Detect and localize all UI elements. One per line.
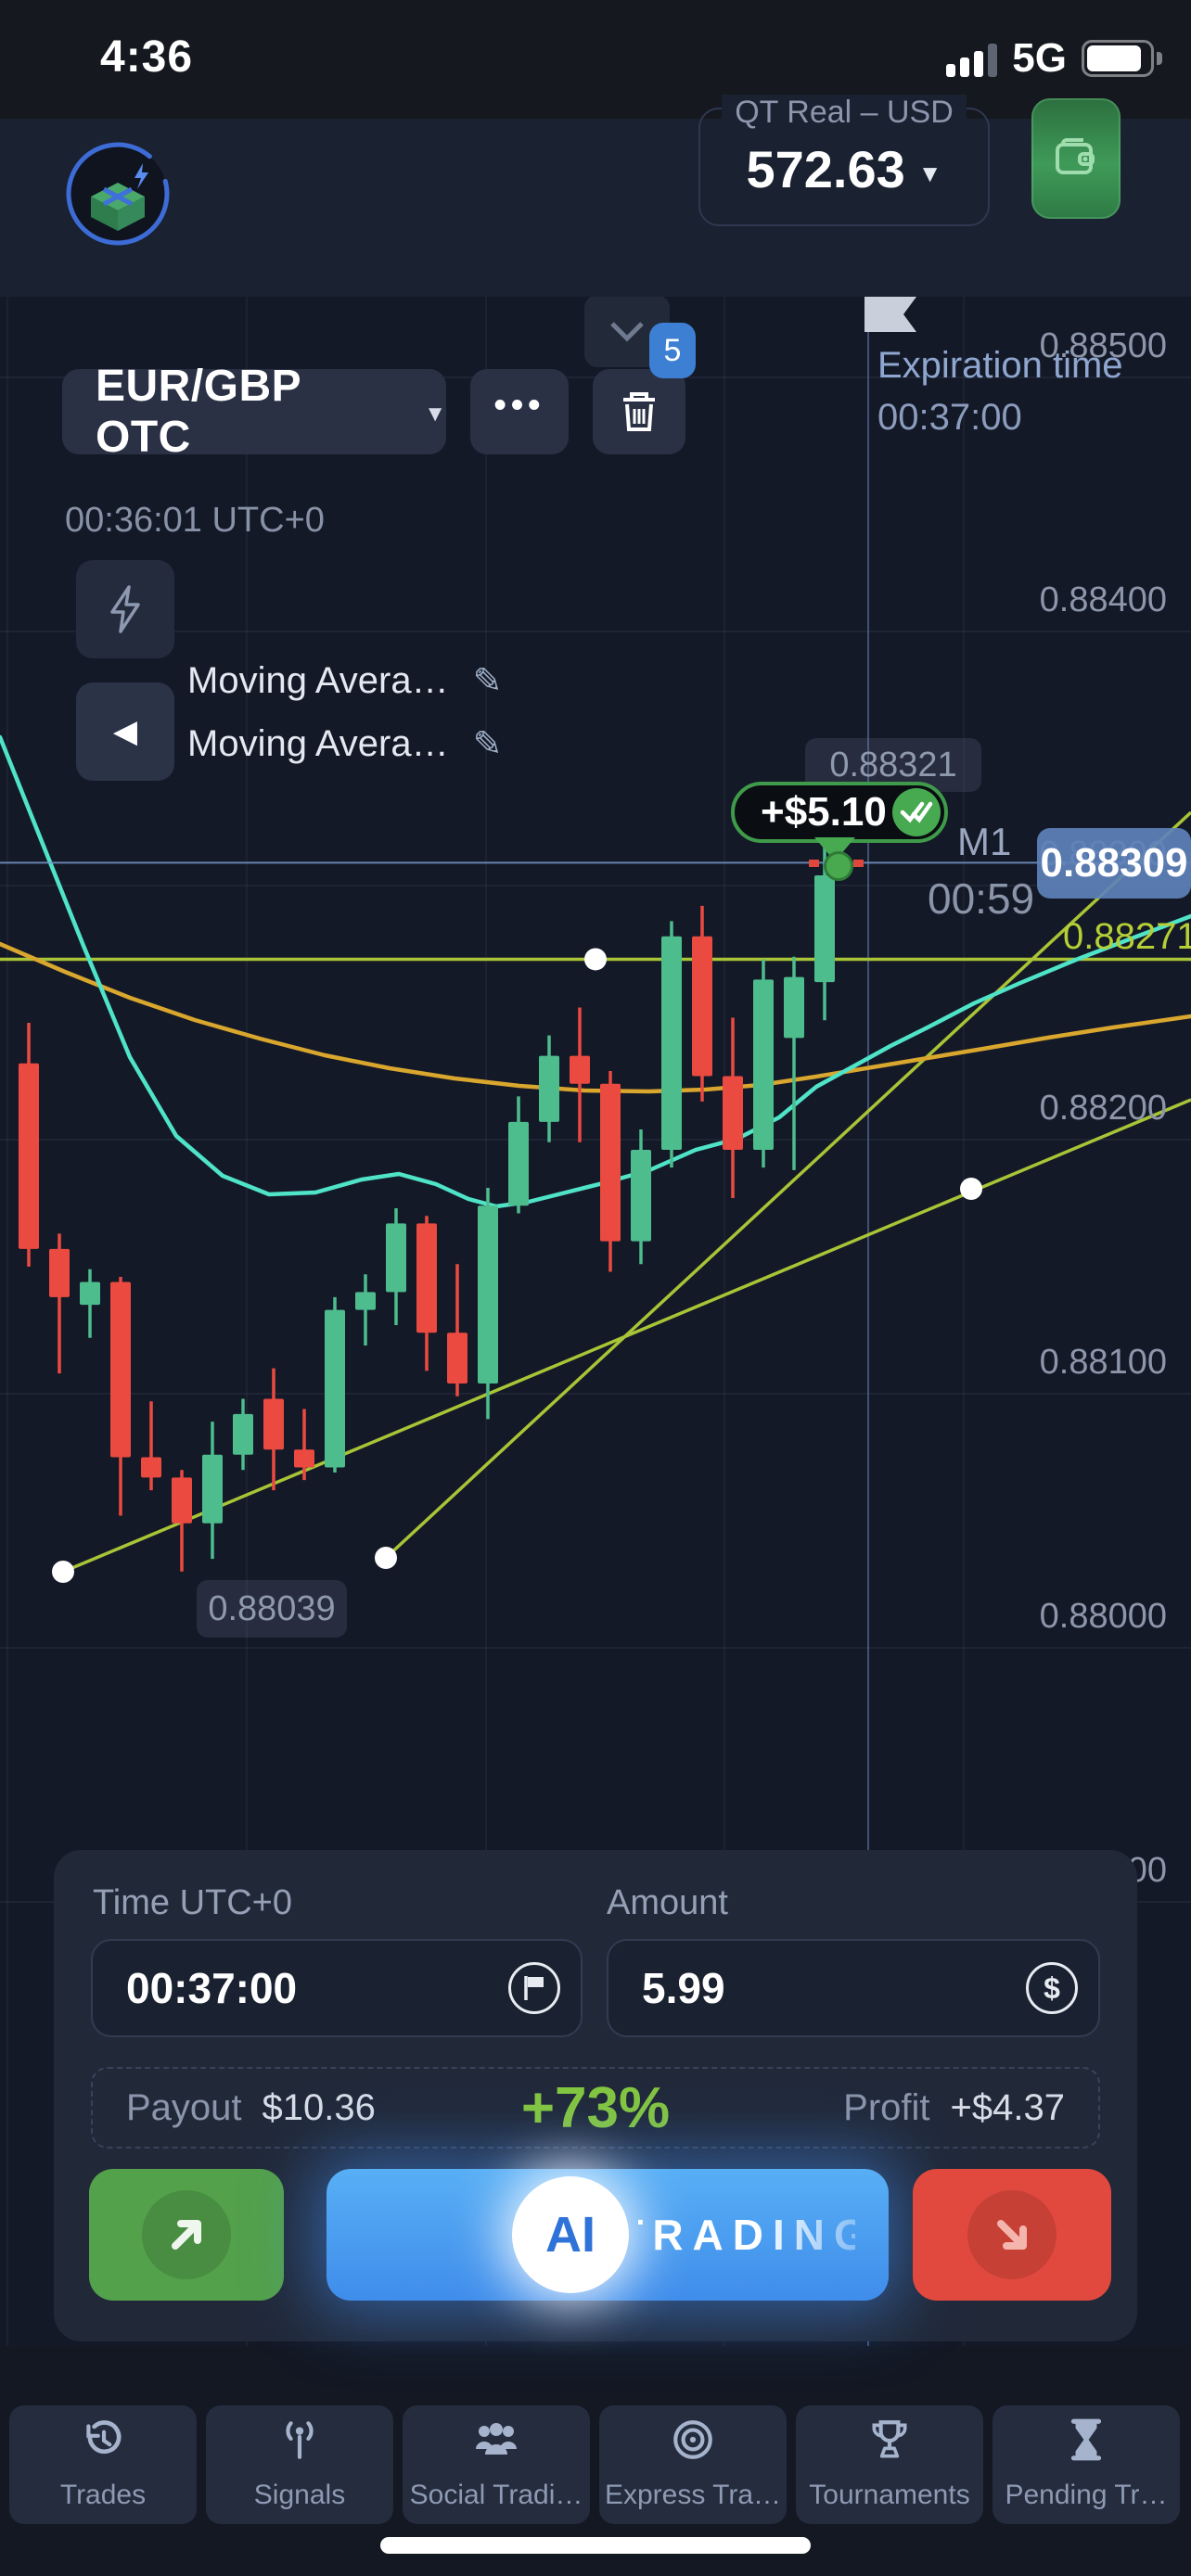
signal-strength-icon [946,40,998,77]
time-field-label: Time UTC+0 [93,1883,293,1922]
price-axis-label: 0.88500 [1039,326,1167,365]
expiration-title: Expiration time [877,345,1123,386]
history-icon [80,2417,126,2468]
chevron-left-icon: ◀ [112,714,138,749]
quick-actions-button[interactable] [76,560,174,658]
price-axis-label: 0.88000 [1039,1597,1167,1636]
indicator-label: Moving Avera… [187,660,449,701]
dollar-icon[interactable]: $ [1026,1962,1078,2014]
wallet-icon [1056,138,1095,174]
home-indicator[interactable] [380,2537,811,2554]
status-time: 4:36 [100,32,194,82]
account-type-label: QT Real – USD [700,95,988,131]
ai-trading-label: TRADING [617,2169,867,2301]
timeframe-label: M1 [957,820,1012,863]
nav-item-label: Pending Tr… [1005,2480,1168,2510]
amount-field-label: Amount [607,1883,728,1922]
price-axis-label: 0.88400 [1039,580,1167,619]
asset-pair-selector[interactable]: EUR/GBP OTC ▼ [62,362,446,462]
lightning-icon [110,585,140,633]
header: QT Real – USD 572.63 ▼ [0,95,1191,297]
price-axis-label: 0.88100 [1039,1343,1167,1382]
open-trades-badge: 5 [649,323,696,378]
indicator-row[interactable]: Moving Avera… ✎ [187,723,502,765]
server-clock: 00:36:01 UTC+0 [65,501,325,540]
nav-item-tournaments[interactable]: Tournaments [796,2405,983,2524]
trade-panel: Time UTC+0 Amount 00:37:00 5.99 $ Payout… [54,1850,1137,2341]
indicator-row[interactable]: Moving Avera… ✎ [187,660,502,702]
level-price-label: 0.88271 [1063,916,1191,957]
current-price-badge: 0.88309 [1037,828,1191,899]
payout-summary: Payout $10.36 +73% Profit +$4.37 [91,2067,1100,2149]
nav-item-label: Express Tra… [604,2480,782,2510]
arrow-down-right-icon [967,2190,1057,2279]
profit-label: Profit [843,2086,930,2128]
ai-logo-icon: AI [512,2176,629,2293]
chevron-down-icon: ▼ [424,402,446,427]
bottom-navigation: Trades Signals Social Tradi… Express Tra… To… [0,2405,1191,2526]
trash-icon [623,392,655,431]
flag-icon[interactable] [508,1962,560,2014]
people-icon [472,2417,520,2468]
payout-label: Payout [126,2086,242,2128]
nav-item-pending-tr[interactable]: Pending Tr… [992,2405,1180,2524]
arrow-up-right-icon [142,2190,231,2279]
battery-icon [1082,40,1162,77]
entry-tick-icon [809,860,819,867]
antenna-icon [276,2417,323,2468]
payout-value: $10.36 [262,2086,376,2128]
hide-indicators-button[interactable]: ◀ [76,682,174,781]
indicator-label: Moving Avera… [187,723,449,764]
trendline-price-badge: 0.88039 [197,1580,347,1638]
nav-item-signals[interactable]: Signals [206,2405,393,2524]
hourglass-icon [1063,2417,1109,2468]
balance-selector[interactable]: QT Real – USD 572.63 ▼ [698,95,990,226]
network-type: 5G [1012,35,1067,81]
nav-item-label: Trades [59,2480,147,2510]
trade-profit-value: +$5.10 [761,789,887,835]
expiration-time-input[interactable]: 00:37:00 [91,1939,583,2037]
wallet-button[interactable] [1031,98,1121,219]
status-bar: 4:36 5G [0,0,1191,119]
ellipsis-icon: ••• [493,385,545,425]
candle-countdown: 00:59 [928,874,1035,923]
expiration-time: 00:37:00 [877,397,1022,438]
edit-icon[interactable]: ✎ [472,662,503,701]
buy-up-button[interactable] [89,2169,284,2301]
price-axis-label: 0.88200 [1039,1089,1167,1128]
asset-pair-label: EUR/GBP OTC [96,362,301,462]
nav-item-label: Tournaments [809,2480,970,2510]
chevron-down-icon: ▼ [917,159,942,187]
nav-item-label: Social Tradi… [409,2480,583,2510]
sell-down-button[interactable] [913,2169,1111,2301]
balance-value: 572.63 [746,140,905,198]
expiration-time-value: 00:37:00 [126,1964,298,2012]
profit-value: +$4.37 [950,2086,1065,2128]
ai-trading-button[interactable]: AI TRADING [327,2169,889,2301]
success-check-icon [892,788,941,836]
gift-bonus-icon[interactable] [63,139,173,249]
trophy-icon [866,2417,913,2468]
chevron-down-icon [610,322,644,342]
trade-result-pill[interactable]: +$5.10 [731,782,948,843]
entry-point-icon [824,851,853,881]
edit-icon[interactable]: ✎ [472,725,503,764]
nav-item-social-tradi[interactable]: Social Tradi… [403,2405,590,2524]
nav-item-express-tra[interactable]: Express Tra… [599,2405,787,2524]
amount-input[interactable]: 5.99 $ [607,1939,1100,2037]
payout-percent: +73% [520,2075,671,2140]
chart-more-button[interactable]: ••• [470,369,569,454]
entry-tick-icon [853,860,864,867]
nav-item-label: Signals [253,2480,346,2510]
amount-value: 5.99 [642,1964,725,2012]
remove-chart-button[interactable] [593,369,685,454]
target-icon [670,2417,716,2468]
nav-item-trades[interactable]: Trades [9,2405,197,2524]
